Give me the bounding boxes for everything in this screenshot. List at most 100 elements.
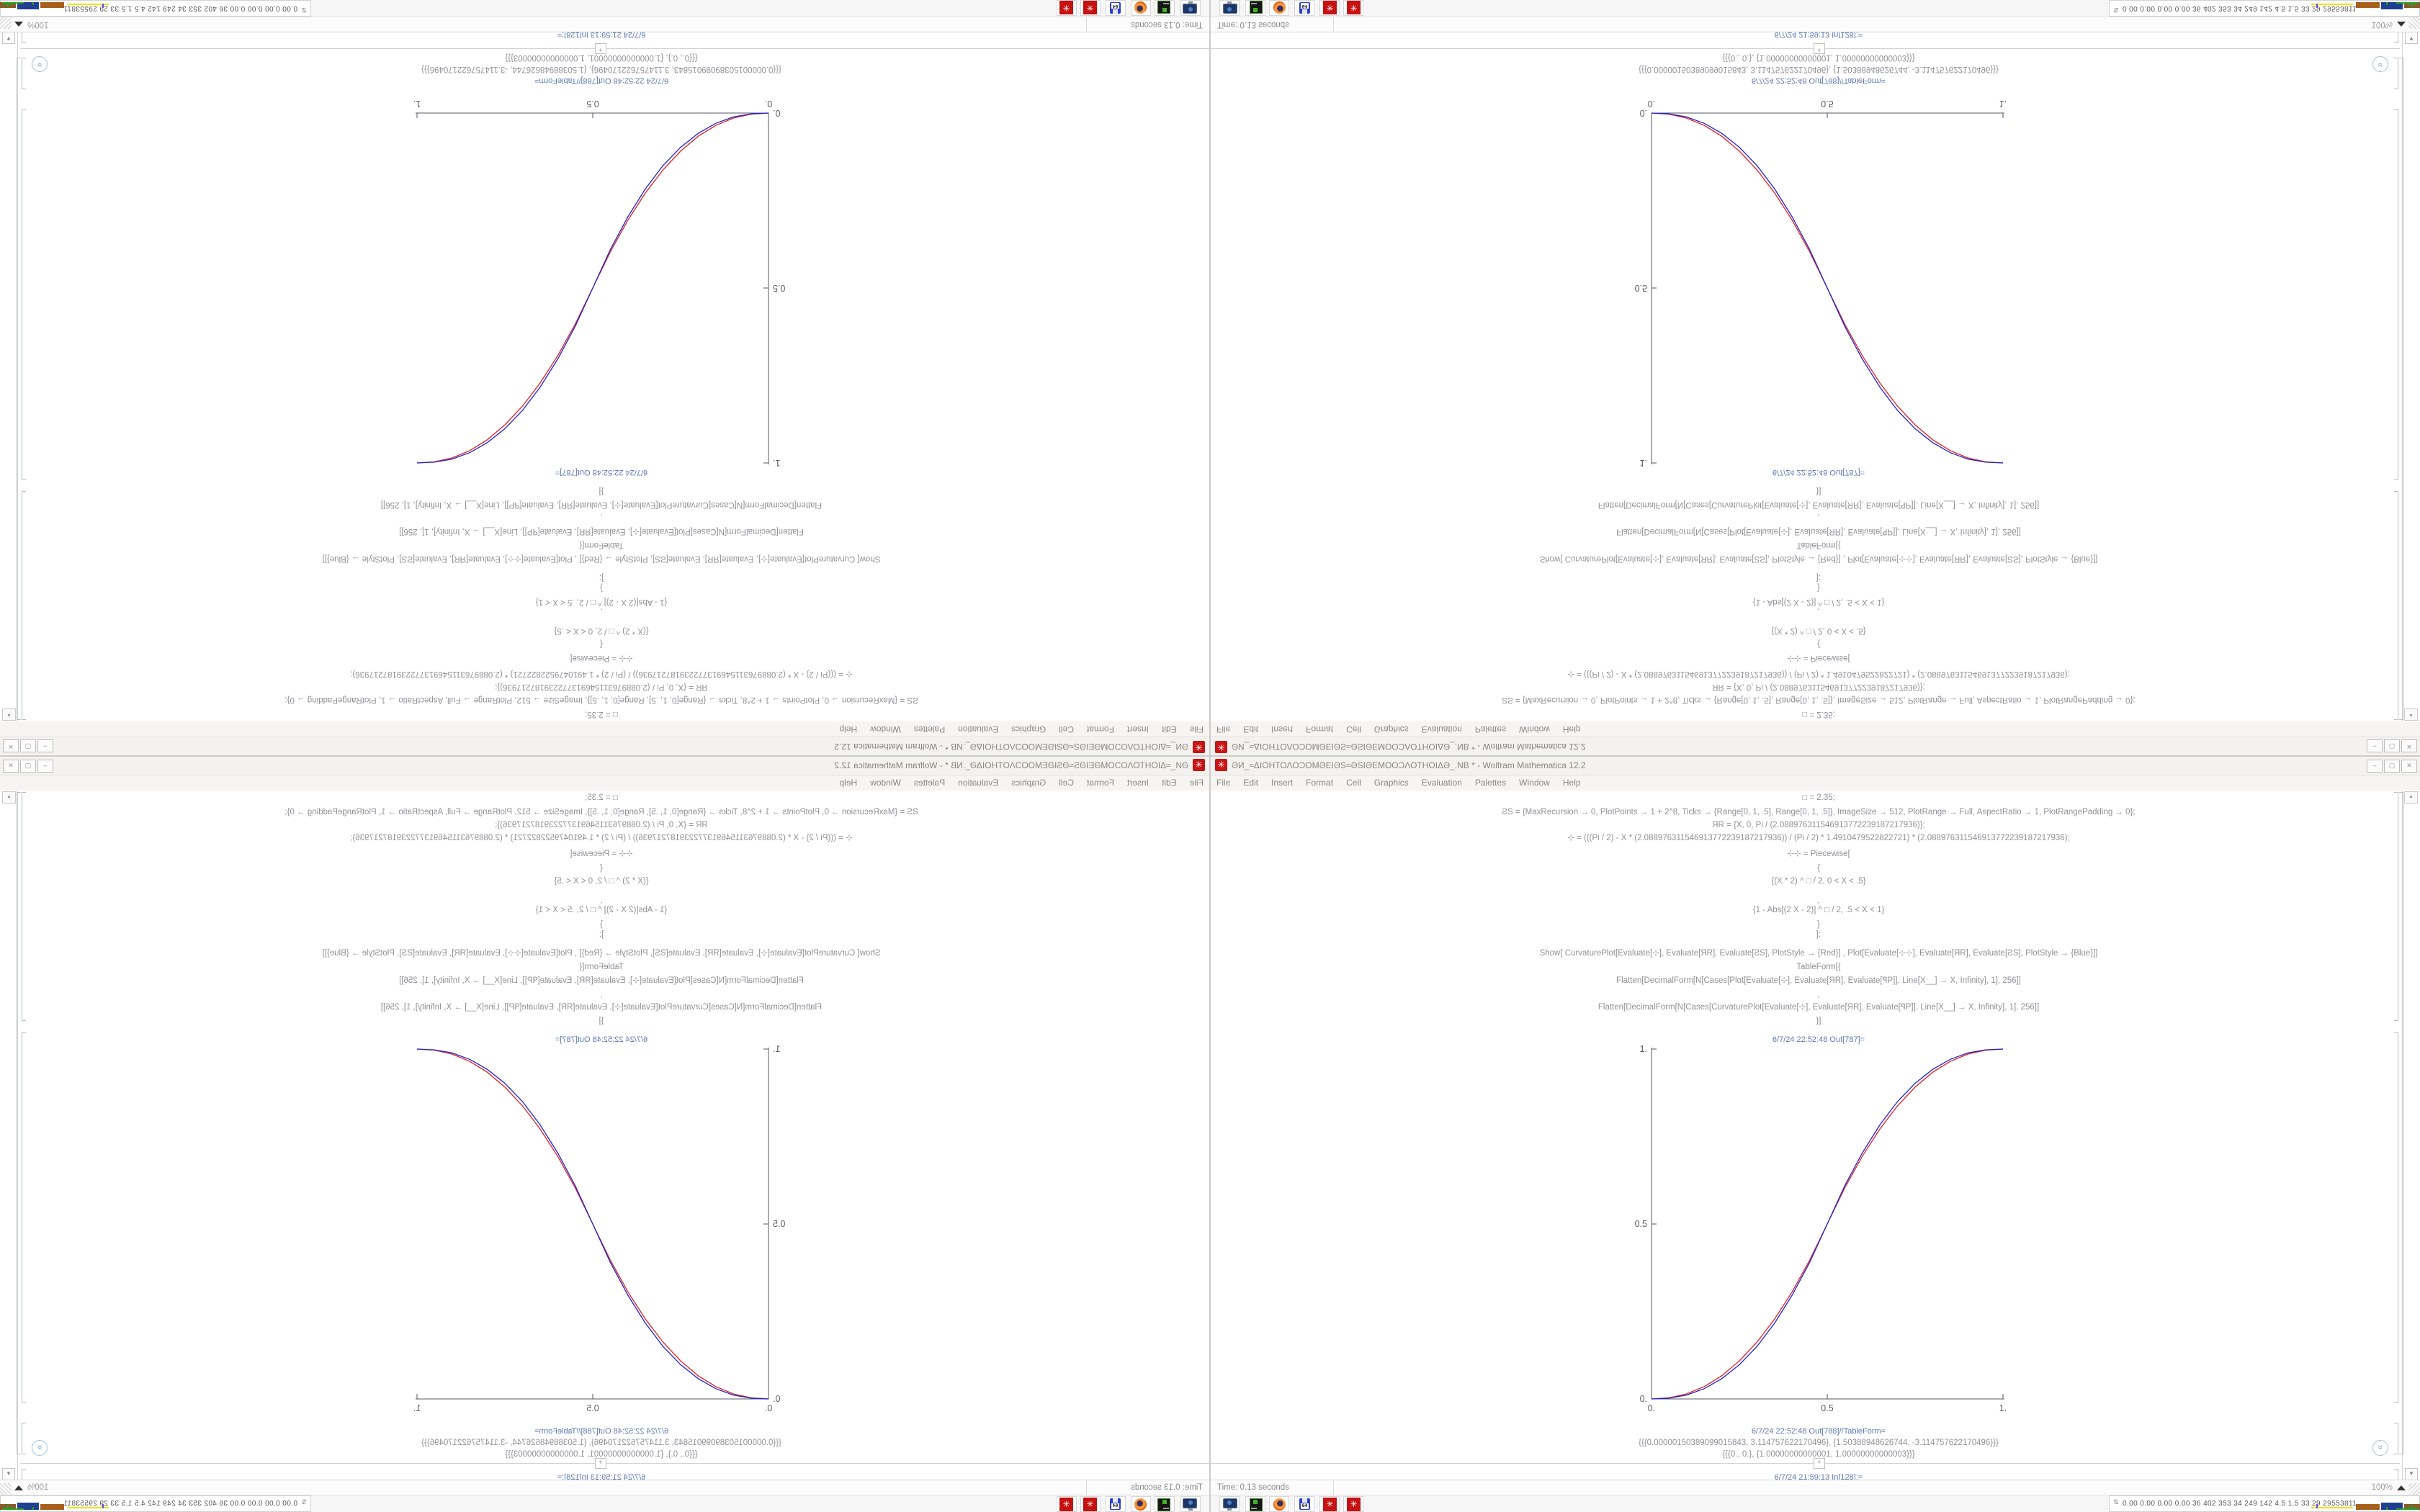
scroll-to-end-button[interactable]: » [32, 1440, 48, 1456]
cell-label[interactable]: 6/7/24 22:52:48 Out[787]= [1772, 1035, 1865, 1044]
firefox-icon[interactable] [1131, 1496, 1151, 1512]
mathematica-icon-2[interactable]: ✳ [1343, 1496, 1363, 1512]
resize-grip[interactable] [2408, 1483, 2420, 1495]
cell-insertion-line[interactable] [20, 1463, 1210, 1464]
code-line[interactable]: TableForm[{ [579, 963, 624, 971]
cell-label[interactable]: 6/7/24 21:59:13 In[128]:= [557, 32, 646, 39]
code-line[interactable]: {1 - Abs[(2 X - 2)] ^ □ / 2, .5 < X < 1} [1752, 598, 1885, 606]
menu-item-evaluation[interactable]: Evaluation [958, 724, 999, 734]
cell-bracket-group[interactable] [17, 792, 21, 1454]
code-line[interactable]: }] [599, 1017, 604, 1025]
terminal-icon[interactable] [1245, 1496, 1265, 1512]
code-line[interactable]: , [600, 991, 603, 999]
menu-item-file[interactable]: File [1189, 778, 1204, 788]
code-line[interactable]: , [600, 896, 603, 905]
firefox-icon[interactable] [1269, 1496, 1289, 1512]
scroll-up-icon[interactable]: ▲ [2, 791, 16, 804]
code-line[interactable]: ЯR = {X, 0, Pi / (2.08897631154691377223… [495, 821, 708, 829]
cell-label[interactable]: 6/7/24 21:59:13 In[128]:= [1774, 32, 1863, 39]
cell-label[interactable]: 6/7/24 21:59:13 In[128]:= [1774, 1473, 1863, 1480]
vertical-scrollbar[interactable]: ▲ [0, 32, 18, 721]
code-line[interactable]: {(X * 2) ^ □ / 2, 0 < X < .5} [1771, 877, 1866, 886]
cell-label[interactable]: 6/7/24 22:52:48 Out[788]//TableForm= [1751, 76, 1886, 85]
code-line[interactable]: , [600, 513, 603, 521]
code-line[interactable]: ]; [1816, 573, 1821, 582]
close-button[interactable]: ✕ [2401, 760, 2417, 773]
cell-bracket-group[interactable] [2399, 58, 2403, 720]
code-line[interactable]: Flatten[DecimalForm[N[Cases[CurvaturePlo… [380, 500, 823, 509]
notebook-content[interactable]: □ = 2.35; ƧS = {MaxRecursion → 0, PlotPoi… [0, 32, 1210, 721]
cell-label[interactable]: 6/7/24 22:52:48 Out[787]= [1772, 468, 1865, 477]
zoom-level[interactable]: 100% [2371, 20, 2393, 29]
menu-item-palettes[interactable]: Palettes [1474, 724, 1507, 734]
menu-item-evaluation[interactable]: Evaluation [1421, 778, 1462, 788]
code-line[interactable]: Flatten[DecimalForm[N[Cases[Plot[Evaluat… [399, 527, 804, 536]
minimize-button[interactable]: – [37, 760, 53, 773]
maximize-button[interactable]: ▢ [20, 739, 36, 752]
menu-item-graphics[interactable]: Graphics [1011, 778, 1047, 788]
code-line[interactable]: TableForm[{ [1796, 541, 1841, 549]
code-line[interactable]: □ = 2.35; [585, 710, 618, 719]
code-line[interactable]: {1 - Abs[(2 X - 2)] ^ □ / 2, .5 < X < 1} [1752, 906, 1885, 914]
code-line[interactable]: ]; [599, 573, 604, 582]
code-line[interactable]: Flatten[DecimalForm[N[Cases[CurvaturePlo… [1597, 500, 2040, 509]
cell-bracket-out787[interactable] [22, 1032, 26, 1403]
code-line[interactable]: , [1817, 513, 1820, 521]
notebook-content[interactable]: □ = 2.35; ƧS = {MaxRecursion → 0, PlotPoi… [1210, 791, 2420, 1480]
code-line[interactable]: { [600, 864, 603, 873]
menu-item-file[interactable]: File [1189, 724, 1204, 734]
code-line[interactable]: , [1817, 991, 1820, 999]
code-line[interactable]: Show[ CurvaturePlot[Evaluate[⊹], Evaluat… [322, 949, 881, 958]
code-line[interactable]: ⊹⊹ = Piecewise[ [1787, 654, 1850, 662]
cell-bracket-in128[interactable] [2394, 32, 2398, 43]
maximize-button[interactable]: ▢ [2384, 760, 2400, 773]
zoom-level[interactable]: 100% [2371, 1483, 2393, 1492]
menu-item-edit[interactable]: Edit [1243, 724, 1259, 734]
code-line[interactable]: ЯR = {X, 0, Pi / (2.08897631154691377223… [495, 683, 708, 691]
menu-item-palettes[interactable]: Palettes [913, 724, 946, 734]
zoom-dropdown-icon[interactable] [14, 1485, 23, 1490]
code-line[interactable]: ƧS = {MaxRecursion → 0, PlotPoints → 1 +… [1502, 696, 2136, 704]
cell-dropdown-button[interactable]: ▼ [2405, 32, 2418, 44]
insert-cell-plus-icon[interactable]: + [595, 43, 606, 54]
cell-insertion-line[interactable] [1210, 48, 2400, 49]
scroll-to-end-button[interactable]: » [2372, 1440, 2388, 1456]
cell-bracket-input[interactable] [22, 491, 26, 720]
menu-item-cell[interactable]: Cell [1059, 778, 1074, 788]
menu-item-edit[interactable]: Edit [1243, 778, 1259, 788]
code-line[interactable]: {(X * 2) ^ □ / 2, 0 < X < .5} [554, 626, 649, 635]
code-line[interactable]: {{{0.00000150389099015843, 3.11475762217… [421, 1439, 781, 1447]
cell-dropdown-button[interactable]: ▼ [2, 32, 15, 44]
code-line[interactable]: ƧS = {MaxRecursion → 0, PlotPoints → 1 +… [1502, 808, 2136, 816]
menu-item-insert[interactable]: Insert [1126, 724, 1149, 734]
code-line[interactable]: Flatten[DecimalForm[N[Cases[CurvaturePlo… [1597, 1003, 2040, 1012]
notebook-content[interactable]: □ = 2.35; ƧS = {MaxRecursion → 0, PlotPoi… [0, 791, 1210, 1480]
firefox-icon[interactable] [1269, 0, 1289, 16]
terminal-icon[interactable] [1155, 1496, 1175, 1512]
display-icon[interactable] [1180, 0, 1201, 16]
zoom-dropdown-icon[interactable] [14, 22, 23, 27]
code-line[interactable]: Flatten[DecimalForm[N[Cases[CurvaturePlo… [380, 1003, 823, 1012]
window-titlebar[interactable]: ✳ ƏИ_≈ΔΙΟΗΤΟΛΟϽΟΜƏΕΙƏS≈ƏSΙƏΕΜΟΟϽΛΟΤΗΟΙΔƏ… [1210, 737, 2420, 756]
code-line[interactable]: ⊹ = (((Pi / 2) - X * (2.0889763115469137… [1567, 834, 2070, 842]
vertical-scrollbar[interactable]: ▲ [0, 791, 18, 1480]
menu-item-insert[interactable]: Insert [1271, 724, 1294, 734]
zoom-dropdown-icon[interactable] [2397, 1485, 2406, 1490]
cell-dropdown-button[interactable]: ▼ [2, 1468, 15, 1480]
system-monitor-applet[interactable]: ⇅ 0.00 0.00 0.00 0.00 36 402 353 34 249 … [0, 0, 311, 17]
mathematica-icon[interactable]: ✳ [1319, 1496, 1340, 1512]
menu-item-evaluation[interactable]: Evaluation [1421, 724, 1462, 734]
system-monitor-applet[interactable]: ⇅ 0.00 0.00 0.00 0.00 36 402 353 34 249 … [0, 1495, 311, 1512]
menu-item-cell[interactable]: Cell [1346, 724, 1361, 734]
code-line[interactable]: ЯR = {X, 0, Pi / (2.08897631154691377223… [1712, 821, 1925, 829]
code-line[interactable]: Flatten[DecimalForm[N[Cases[Plot[Evaluat… [399, 976, 804, 985]
code-line[interactable]: ⊹ = (((Pi / 2) - X * (2.0889763115469137… [1567, 670, 2070, 678]
window-titlebar[interactable]: ✳ ƏИ_≈ΔΙΟΗΤΟΛΟϽΟΜƏΕΙƏS≈ƏSΙƏΕΜΟΟϽΛΟΤΗΟΙΔƏ… [0, 737, 1210, 756]
resize-grip[interactable] [0, 17, 12, 29]
menu-item-graphics[interactable]: Graphics [1373, 724, 1409, 734]
cell-bracket-out787[interactable] [2394, 109, 2398, 480]
menu-item-help[interactable]: Help [1562, 724, 1581, 734]
mathematica-icon[interactable]: ✳ [1080, 0, 1101, 16]
code-line[interactable]: ]; [599, 930, 604, 939]
menu-item-window[interactable]: Window [870, 724, 901, 734]
